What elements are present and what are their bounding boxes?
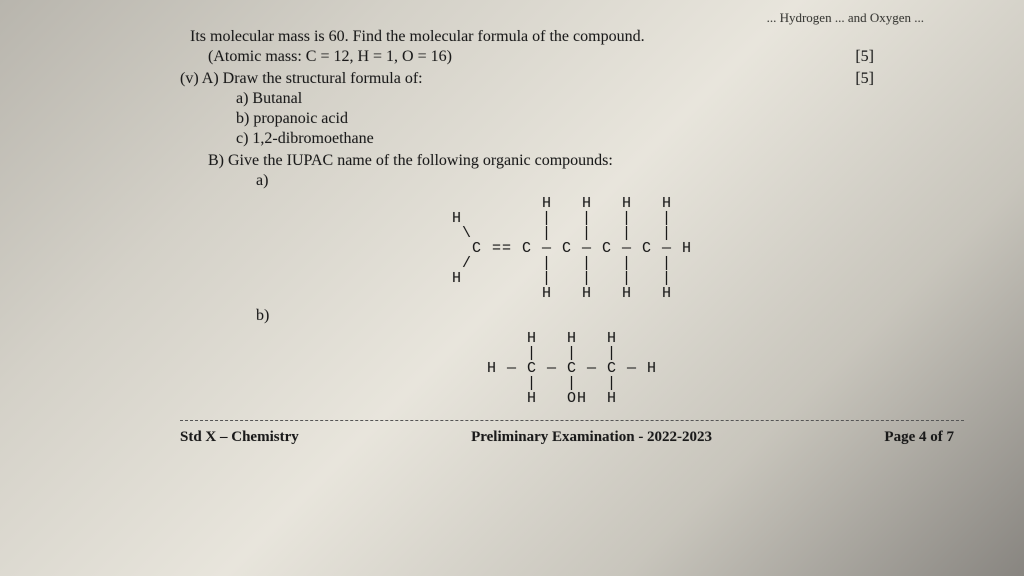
page-footer: Std X – Chemistry Preliminary Examinatio… bbox=[180, 429, 964, 446]
structure-b: H H H | | | H — C — C — C — H | | | H OH… bbox=[180, 331, 964, 406]
atomic-mass-note: (Atomic mass: C = 12, H = 1, O = 16) bbox=[180, 48, 452, 66]
marks-5-b: [5] bbox=[855, 70, 874, 88]
row-v-A: (v) A) Draw the structural formula of: [… bbox=[180, 70, 964, 88]
part-B: B) Give the IUPAC name of the following … bbox=[180, 152, 964, 170]
option-a: a) Butanal bbox=[180, 90, 964, 108]
footer-left: Std X – Chemistry bbox=[180, 429, 299, 446]
top-fragment: ... Hydrogen ... and Oxygen ... bbox=[180, 10, 964, 26]
footer-divider bbox=[180, 420, 964, 421]
question-molecular-mass: Its molecular mass is 60. Find the molec… bbox=[180, 28, 964, 46]
exam-page: ... Hydrogen ... and Oxygen ... Its mole… bbox=[0, 0, 1024, 576]
structure-a: H H H H H | | | | \ | | | | C == C — C —… bbox=[180, 196, 964, 301]
row-atomic-mass: (Atomic mass: C = 12, H = 1, O = 16) [5] bbox=[180, 48, 964, 66]
sub-a: a) bbox=[180, 172, 964, 190]
sub-b: b) bbox=[180, 307, 964, 325]
footer-center: Preliminary Examination - 2022-2023 bbox=[471, 429, 712, 446]
option-c: c) 1,2-dibromoethane bbox=[180, 130, 964, 148]
marks-5-a: [5] bbox=[855, 48, 874, 66]
footer-right: Page 4 of 7 bbox=[884, 429, 954, 446]
option-b: b) propanoic acid bbox=[180, 110, 964, 128]
question-v-A: (v) A) Draw the structural formula of: bbox=[180, 70, 423, 88]
